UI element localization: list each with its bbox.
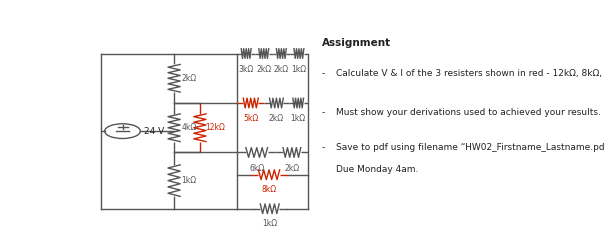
Text: Assignment: Assignment: [322, 38, 391, 48]
Text: Save to pdf using filename “HW02_Firstname_Lastname.pdf” and upload to D2L.: Save to pdf using filename “HW02_Firstna…: [336, 143, 605, 152]
Text: 1kΩ: 1kΩ: [182, 176, 197, 185]
Text: 4kΩ: 4kΩ: [182, 123, 197, 132]
Text: -: -: [322, 143, 325, 152]
Text: 2kΩ: 2kΩ: [284, 164, 299, 173]
Text: 2kΩ: 2kΩ: [182, 74, 197, 83]
Text: -: -: [322, 69, 325, 78]
Text: 5kΩ: 5kΩ: [243, 114, 258, 123]
Text: 8kΩ: 8kΩ: [261, 185, 276, 194]
Text: 6kΩ: 6kΩ: [249, 164, 264, 173]
Text: 3kΩ: 3kΩ: [238, 65, 254, 74]
Text: 1kΩ: 1kΩ: [262, 219, 277, 228]
Text: Due Monday 4am.: Due Monday 4am.: [336, 165, 418, 174]
Text: -: -: [322, 108, 325, 117]
Text: Calculate V & I of the 3 resisters shown in red - 12kΩ, 8kΩ, 5kΩ.: Calculate V & I of the 3 resisters shown…: [336, 69, 605, 78]
Text: Must show your derivations used to achieved your results.: Must show your derivations used to achie…: [336, 108, 601, 117]
Text: 2kΩ: 2kΩ: [274, 65, 289, 74]
Text: 1kΩ: 1kΩ: [290, 114, 306, 123]
Text: 2kΩ: 2kΩ: [256, 65, 271, 74]
Text: 24 V: 24 V: [144, 127, 165, 136]
Text: 12kΩ: 12kΩ: [206, 123, 226, 132]
Text: 2kΩ: 2kΩ: [269, 114, 284, 123]
Text: 1kΩ: 1kΩ: [292, 65, 307, 74]
